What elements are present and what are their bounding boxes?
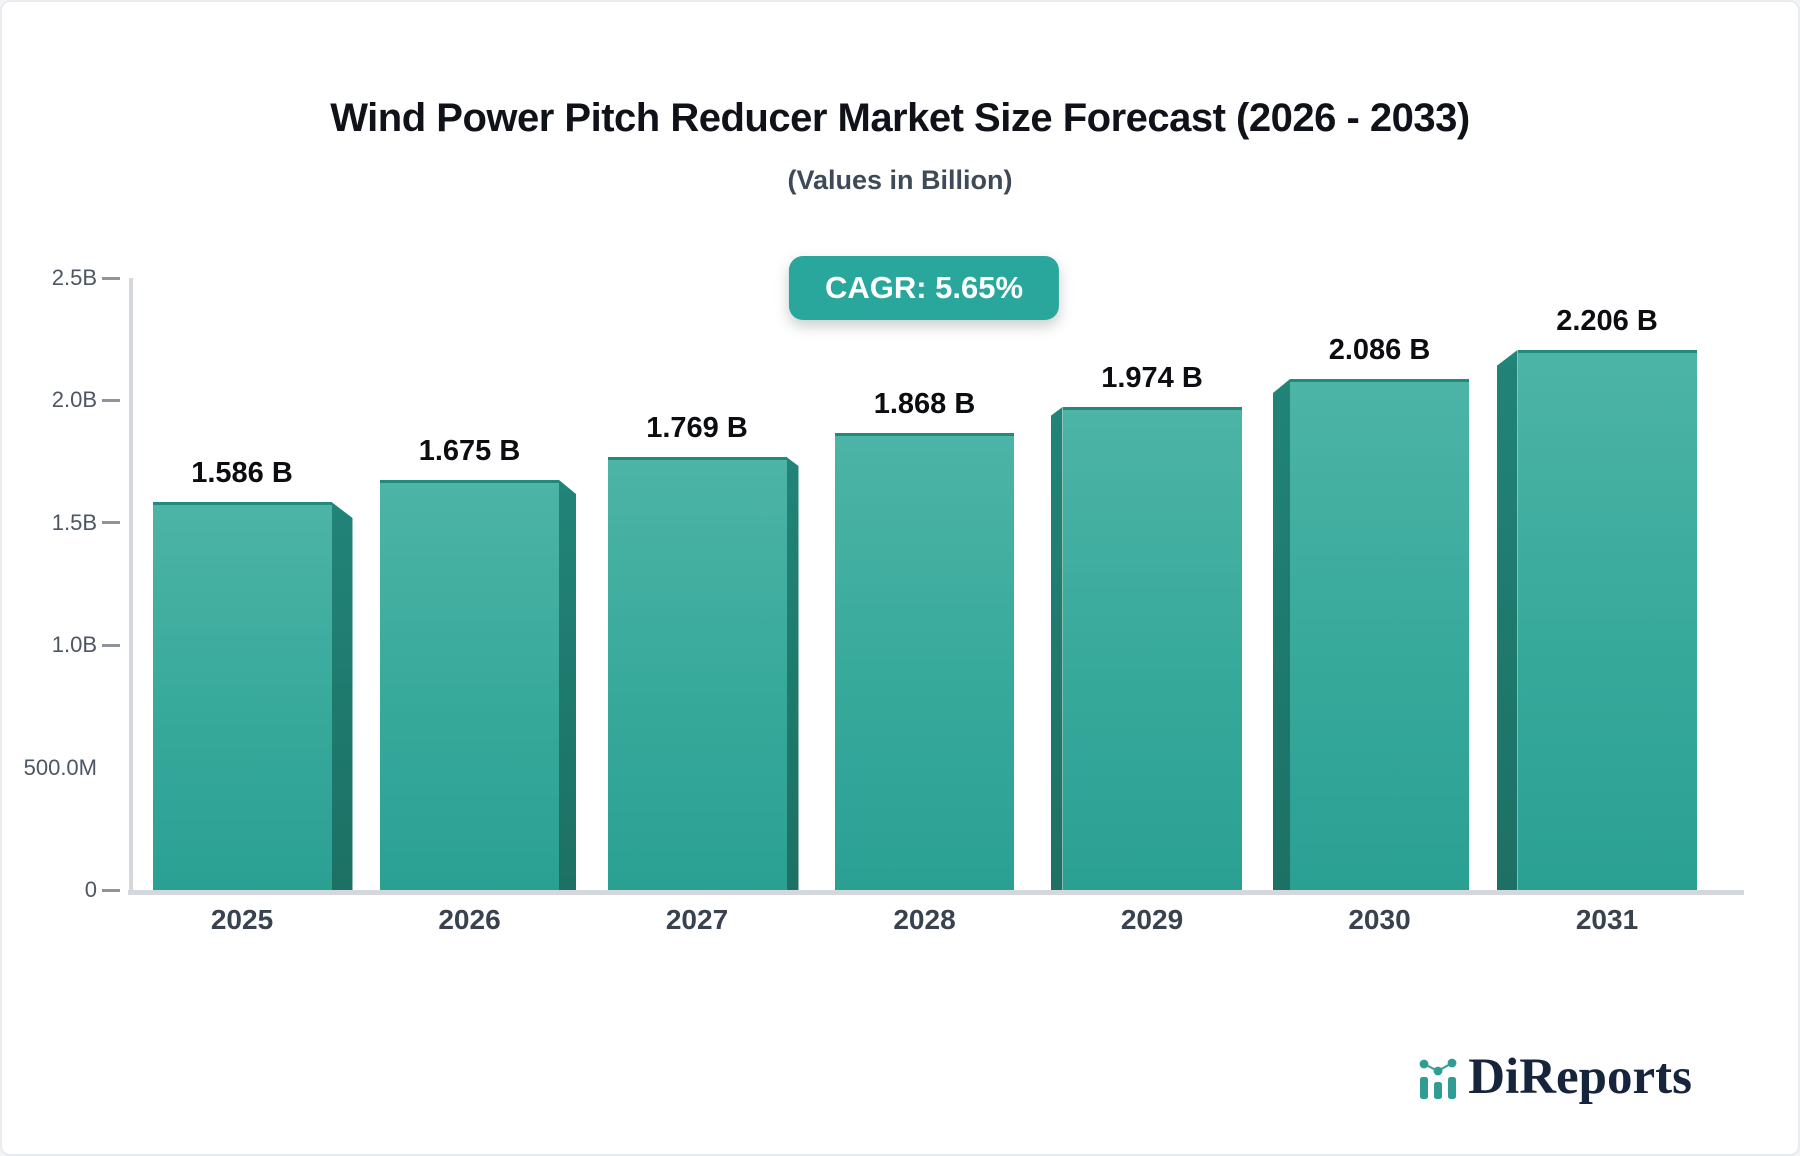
y-tick-dash	[102, 398, 120, 402]
bar-face	[1062, 407, 1242, 890]
y-tick-label: 1.0B	[51, 632, 97, 658]
bar-face	[152, 502, 332, 890]
cagr-badge: CAGR: 5.65%	[788, 256, 1060, 320]
y-tick-dash	[102, 521, 120, 525]
y-tick-dash	[102, 888, 120, 892]
logo-text: DiReports	[1468, 1049, 1692, 1106]
bar-value-label: 1.586 B	[191, 457, 293, 489]
x-tick-label: 2027	[665, 904, 729, 935]
bar-side	[786, 457, 799, 890]
bar-side	[1496, 350, 1518, 890]
bar-value-label: 2.206 B	[1556, 305, 1658, 337]
y-tick-label: 2.0B	[51, 387, 97, 413]
bar-face	[380, 480, 559, 890]
bar-value-label: 1.974 B	[1101, 362, 1203, 394]
bar-face	[607, 457, 787, 890]
x-tick-label: 2031	[1575, 904, 1639, 935]
bar-side	[331, 502, 353, 890]
x-tick-label: 2025	[210, 904, 274, 935]
x-tick-label: 2030	[1348, 904, 1411, 935]
y-axis: 2.5B 2.0B 1.5B 1.0B 500.0M 0	[2, 265, 132, 902]
bar-face	[1517, 350, 1697, 890]
y-tick-dash	[102, 276, 120, 280]
chart-subtitle: (Values in Billion)	[787, 165, 1013, 195]
x-axis-line	[128, 890, 1744, 895]
y-tick-dash	[102, 643, 120, 647]
direports-logo: DiReports	[1419, 1049, 1692, 1106]
y-tick-label: 0	[84, 877, 97, 902]
bar-value-label: 2.086 B	[1328, 334, 1431, 366]
y-tick-label: 2.5B	[51, 265, 97, 290]
bar-side	[1050, 407, 1063, 890]
bar-value-label: 1.675 B	[418, 435, 521, 467]
x-tick-label: 2029	[1120, 904, 1184, 935]
y-tick-label: 1.5B	[51, 509, 97, 535]
bar-face	[1290, 379, 1469, 890]
bar-side	[559, 480, 576, 890]
chart-title: Wind Power Pitch Reducer Market Size For…	[330, 96, 1470, 140]
y-axis-line	[129, 278, 133, 895]
bar-face	[835, 433, 1014, 890]
x-tick-label: 2026	[438, 904, 501, 935]
bar-side	[1273, 379, 1290, 890]
bar-value-label: 1.769 B	[646, 412, 748, 444]
mini-bar-chart-with-trend-dots-icon	[1419, 1058, 1457, 1099]
x-tick-label: 2028	[893, 904, 956, 935]
bar-value-label: 1.868 B	[873, 388, 976, 420]
y-tick-label: 500.0M	[23, 754, 97, 780]
plot-area: 1.586 B 2025 1.675 B 2026 1.769 B 2027 1.868 B…	[128, 278, 1744, 935]
